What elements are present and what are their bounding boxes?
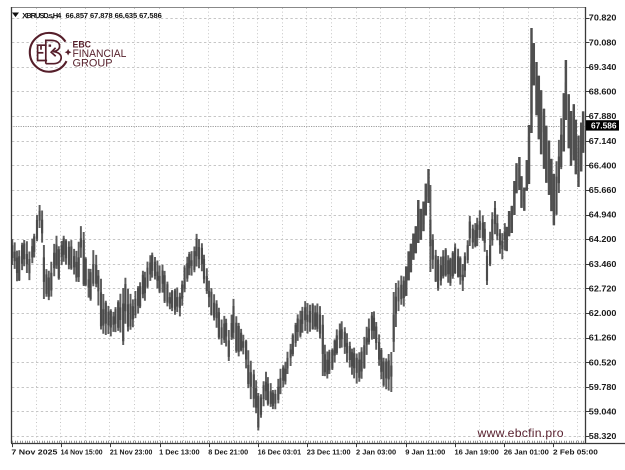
svg-text:61.260: 61.260 [589, 333, 617, 343]
svg-text:64.940: 64.940 [589, 210, 617, 220]
svg-text:60.520: 60.520 [589, 357, 617, 367]
svg-text:67.140: 67.140 [589, 136, 617, 146]
svg-text:FINANCIAL: FINANCIAL [73, 48, 127, 60]
svg-text:70.080: 70.080 [589, 37, 617, 47]
svg-text:58.320: 58.320 [589, 431, 617, 441]
svg-text:GROUP: GROUP [73, 58, 113, 70]
svg-text:67.880: 67.880 [589, 111, 617, 121]
svg-text:59.780: 59.780 [589, 382, 617, 392]
svg-text:2 Jan 03:00: 2 Jan 03:00 [356, 448, 396, 457]
svg-text:62.000: 62.000 [589, 308, 617, 318]
svg-text:26 Jan 01:00: 26 Jan 01:00 [504, 448, 549, 457]
svg-text:9 Jan 11:00: 9 Jan 11:00 [405, 448, 445, 457]
svg-text:www.ebcfin.pro: www.ebcfin.pro [476, 426, 563, 440]
svg-text:23 Dec 11:00: 23 Dec 11:00 [307, 448, 351, 457]
svg-text:66.857 67.878 66.635 67.586: 66.857 67.878 66.635 67.586 [66, 11, 162, 20]
svg-text:7 Nov 2025: 7 Nov 2025 [11, 448, 58, 457]
svg-text:EBC: EBC [73, 39, 92, 49]
svg-text:XBRUSD.s,H4: XBRUSD.s,H4 [22, 11, 62, 20]
svg-text:69.340: 69.340 [589, 62, 617, 72]
svg-text:65.660: 65.660 [589, 185, 617, 195]
svg-text:68.600: 68.600 [589, 87, 617, 97]
svg-text:67.586: 67.586 [591, 120, 617, 130]
svg-text:64.200: 64.200 [589, 234, 617, 244]
svg-text:14 Nov 15:00: 14 Nov 15:00 [61, 448, 103, 457]
svg-text:1 Dec 13:00: 1 Dec 13:00 [159, 448, 200, 457]
svg-text:8 Dec 21:00: 8 Dec 21:00 [208, 448, 248, 457]
svg-text:62.720: 62.720 [589, 284, 617, 294]
svg-text:16 Jan 19:00: 16 Jan 19:00 [455, 448, 499, 457]
svg-text:16 Dec 03:01: 16 Dec 03:01 [258, 448, 302, 457]
svg-text:66.400: 66.400 [589, 160, 617, 170]
svg-text:21 Nov 23:00: 21 Nov 23:00 [110, 448, 152, 457]
svg-text:70.820: 70.820 [589, 13, 617, 23]
svg-text:2 Feb 05:00: 2 Feb 05:00 [553, 448, 598, 457]
svg-text:63.460: 63.460 [589, 259, 617, 269]
svg-text:59.040: 59.040 [589, 407, 617, 417]
